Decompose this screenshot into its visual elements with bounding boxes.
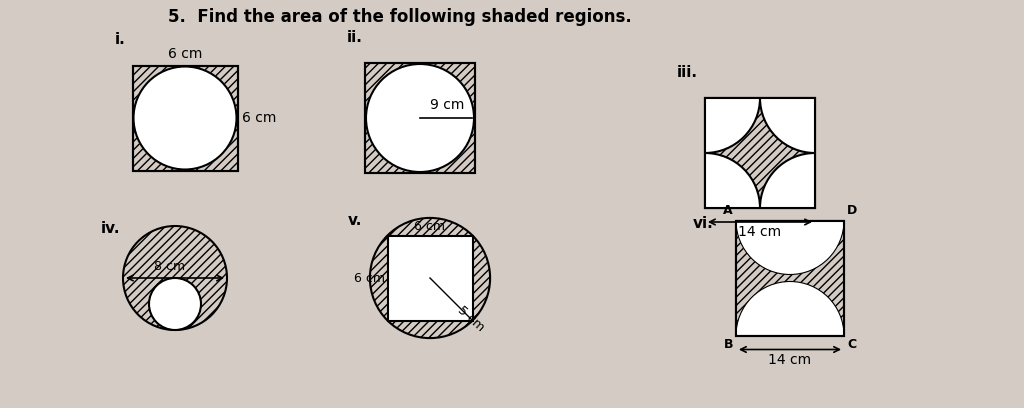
Circle shape [370, 218, 490, 338]
Bar [705, 98, 815, 208]
Wedge shape [705, 98, 760, 153]
Circle shape [366, 64, 474, 172]
Text: C: C [847, 339, 856, 352]
Text: 8 cm: 8 cm [155, 260, 185, 273]
Text: i.: i. [115, 33, 125, 47]
Text: 9 cm: 9 cm [430, 98, 464, 112]
Wedge shape [705, 153, 760, 208]
Bar [736, 220, 844, 335]
Text: iv.: iv. [101, 221, 121, 236]
Text: v.: v. [348, 213, 362, 228]
Text: 14 cm: 14 cm [738, 225, 781, 239]
Text: D: D [847, 204, 857, 217]
Wedge shape [760, 153, 815, 208]
Text: vi.: vi. [693, 215, 714, 231]
Bar [387, 235, 472, 321]
Text: ii.: ii. [347, 30, 362, 45]
Text: 5.  Find the area of the following shaded regions.: 5. Find the area of the following shaded… [168, 8, 632, 26]
Text: iii.: iii. [677, 65, 698, 80]
Text: 6 cm: 6 cm [168, 47, 202, 62]
Bar [365, 63, 475, 173]
Wedge shape [736, 220, 844, 275]
Circle shape [150, 278, 201, 330]
Circle shape [123, 226, 227, 330]
Bar [132, 66, 238, 171]
Bar [705, 98, 815, 208]
Text: 5 cm: 5 cm [456, 303, 487, 334]
Bar [132, 66, 238, 171]
Text: B: B [724, 339, 733, 352]
Bar [365, 63, 475, 173]
Text: 6 cm: 6 cm [242, 111, 275, 125]
Text: 6 cm: 6 cm [415, 220, 445, 233]
Wedge shape [736, 282, 844, 335]
Circle shape [133, 67, 237, 169]
Bar [736, 220, 844, 335]
Wedge shape [760, 98, 815, 153]
Text: 6 cm: 6 cm [353, 271, 384, 284]
Bar [705, 98, 815, 208]
Text: A: A [723, 204, 733, 217]
Text: 14 cm: 14 cm [768, 353, 812, 366]
